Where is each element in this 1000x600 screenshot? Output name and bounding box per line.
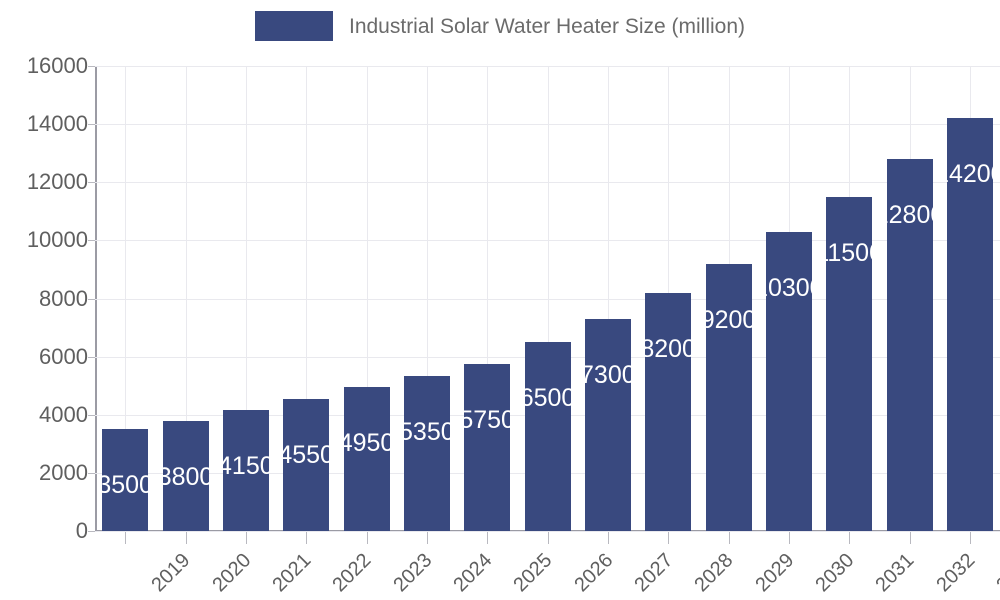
x-tick-mark xyxy=(789,532,790,544)
bar: 12800 xyxy=(886,159,933,531)
bar: 5350 xyxy=(403,375,450,531)
bar: 4950 xyxy=(343,387,390,531)
y-tick-label: 6000 xyxy=(39,343,88,369)
bar-value-label: 5750 xyxy=(464,405,511,434)
x-tick-label: 2028 xyxy=(690,549,738,597)
bar: 3800 xyxy=(162,420,209,531)
x-tick-label: 2020 xyxy=(207,549,255,597)
x-tick-mark xyxy=(668,532,669,544)
bar-value-label: 12800 xyxy=(887,201,933,229)
bar-value-label: 4150 xyxy=(222,452,269,481)
x-tick-label: 2022 xyxy=(328,549,376,597)
gridline xyxy=(95,531,1000,532)
vertical-gridline xyxy=(427,66,428,531)
y-tick-label: 8000 xyxy=(39,285,88,311)
y-tick-label: 14000 xyxy=(26,111,88,137)
y-tick-mark xyxy=(88,240,95,242)
bar: 10300 xyxy=(765,231,812,531)
x-tick-mark xyxy=(125,532,126,544)
y-tick-label: 16000 xyxy=(26,53,88,78)
bar-value-label: 5350 xyxy=(403,417,450,446)
y-tick-label: 2000 xyxy=(39,459,88,485)
x-tick-label: 2033 xyxy=(992,549,1000,597)
bar: 7300 xyxy=(584,318,631,531)
bar: 6500 xyxy=(524,342,571,531)
x-tick-label: 2031 xyxy=(871,549,919,597)
y-tick-mark xyxy=(88,298,95,300)
y-tick-mark xyxy=(88,124,95,126)
x-tick-label: 2021 xyxy=(268,549,316,597)
y-tick-mark xyxy=(88,531,95,532)
vertical-gridline xyxy=(367,66,368,531)
x-tick-mark xyxy=(367,532,368,544)
bar-value-label: 3500 xyxy=(102,471,149,500)
y-tick-label: 4000 xyxy=(39,401,88,427)
bar-value-label: 14200 xyxy=(947,160,993,189)
vertical-gridline xyxy=(246,66,247,531)
bar-value-label: 4550 xyxy=(283,440,330,469)
x-tick-label: 2019 xyxy=(147,549,195,597)
bar: 5750 xyxy=(464,363,511,531)
x-tick-label: 2025 xyxy=(509,549,557,597)
y-tick-label: 12000 xyxy=(26,169,88,195)
x-tick-label: 2029 xyxy=(750,549,798,597)
legend-color-swatch xyxy=(254,11,333,41)
bar: 4150 xyxy=(222,410,269,531)
bar: 14200 xyxy=(946,118,993,531)
plot-area: 0 2000 4000 6000 8000 10000 12000 14000 16000 20… xyxy=(27,55,1000,596)
bar-value-label: 3800 xyxy=(162,462,209,491)
bar: 4550 xyxy=(283,398,330,531)
x-tick-mark xyxy=(970,532,971,544)
vertical-gridline xyxy=(306,66,307,531)
x-tick-mark xyxy=(849,532,850,544)
bar: 9200 xyxy=(705,263,752,531)
x-tick-label: 2026 xyxy=(569,549,617,597)
bar-value-label: 10300 xyxy=(766,273,812,302)
bar-value-label: 9200 xyxy=(705,305,752,334)
vertical-gridline xyxy=(608,66,609,531)
y-tick-mark xyxy=(88,356,95,358)
bar-value-label: 8200 xyxy=(645,334,692,363)
x-tick-mark xyxy=(910,532,911,544)
x-tick-mark xyxy=(186,532,187,544)
bar-value-label: 4950 xyxy=(343,429,390,458)
vertical-gridline xyxy=(125,66,126,531)
y-tick-mark xyxy=(88,472,95,474)
y-tick-mark xyxy=(88,182,95,184)
gridline xyxy=(95,66,1000,67)
vertical-gridline xyxy=(487,66,488,531)
vertical-gridline xyxy=(548,66,549,531)
chart-legend: Industrial Solar Water Heater Size (mill… xyxy=(0,0,1000,52)
x-tick-label: 2032 xyxy=(931,549,979,597)
bar-value-label: 7300 xyxy=(584,360,631,389)
gridline xyxy=(95,298,1000,300)
x-tick-label: 2023 xyxy=(388,549,436,597)
x-tick-label: 2024 xyxy=(449,549,497,597)
bar-value-label: 11500 xyxy=(826,238,872,267)
x-tick-mark xyxy=(246,532,247,544)
x-tick-mark xyxy=(427,532,428,544)
legend-label: Industrial Solar Water Heater Size (mill… xyxy=(348,14,746,38)
y-tick-mark xyxy=(88,66,95,67)
y-tick-label: 0 xyxy=(75,518,88,543)
bar: 11500 xyxy=(826,196,873,531)
gridline xyxy=(95,182,1000,184)
y-tick-label: 10000 xyxy=(26,227,88,253)
gridline xyxy=(95,124,1000,126)
y-tick-mark xyxy=(88,414,95,416)
vertical-gridline xyxy=(186,66,187,531)
x-tick-mark xyxy=(548,532,549,544)
bar: 3500 xyxy=(102,429,149,531)
bar: 8200 xyxy=(645,292,692,531)
x-tick-mark xyxy=(729,532,730,544)
x-tick-label: 2027 xyxy=(630,549,678,597)
x-tick-mark xyxy=(306,532,307,544)
gridline xyxy=(95,240,1000,242)
x-tick-mark xyxy=(487,532,488,544)
x-tick-mark xyxy=(608,532,609,544)
x-tick-label: 2030 xyxy=(811,549,859,597)
bar-value-label: 6500 xyxy=(524,384,571,413)
